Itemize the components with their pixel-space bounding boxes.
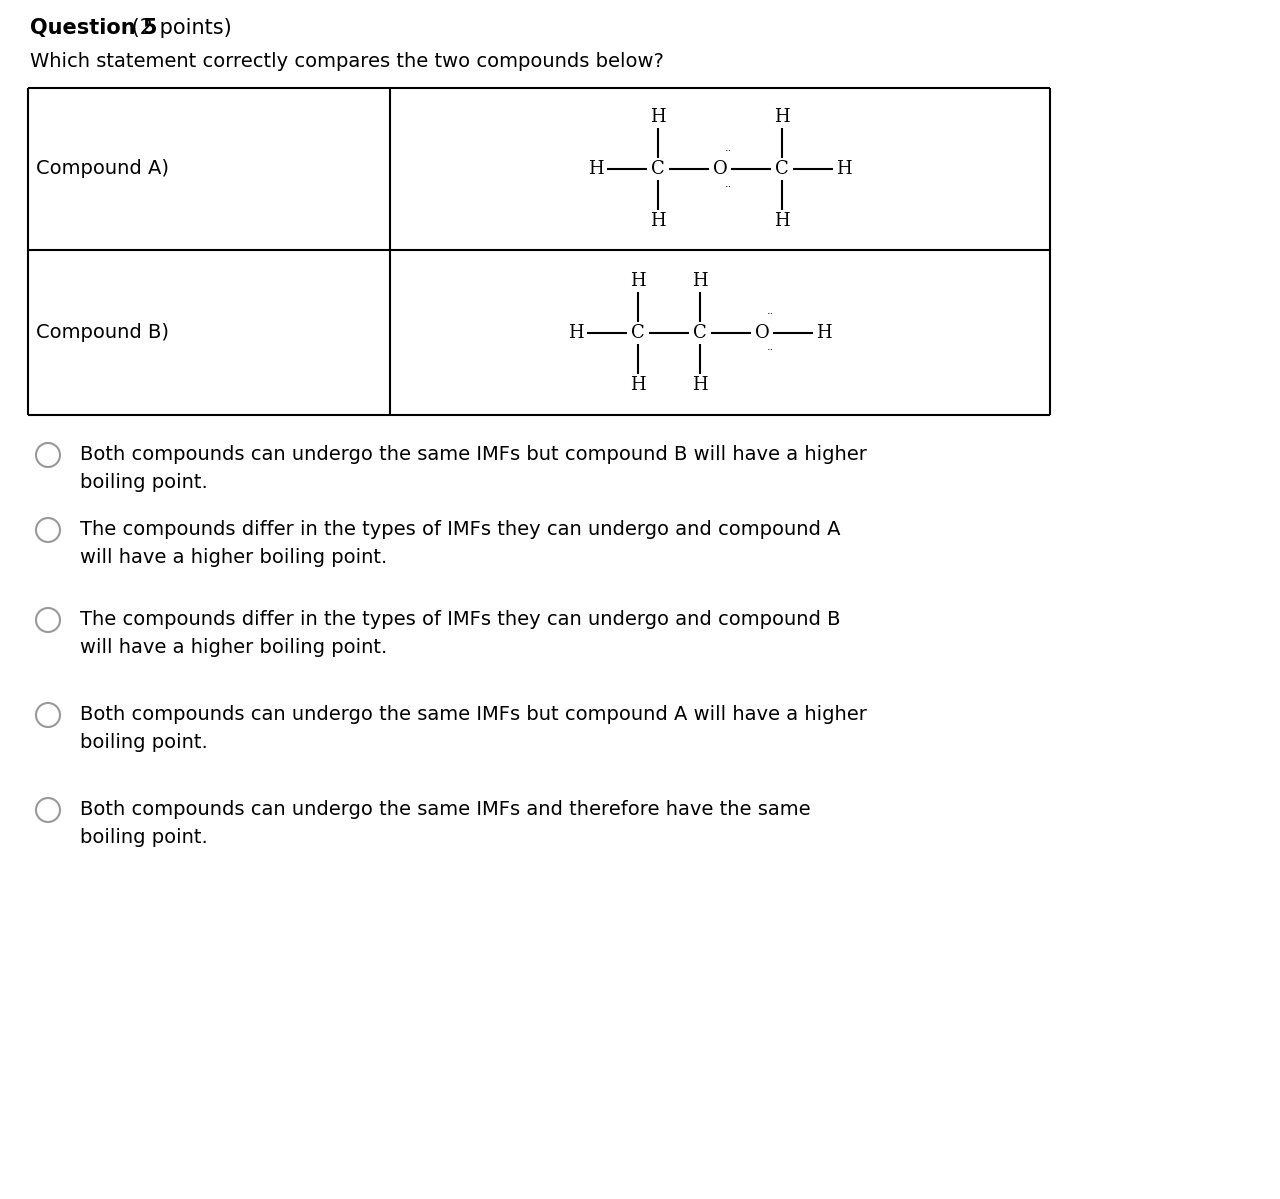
Text: H: H <box>692 271 708 289</box>
Text: Compound B): Compound B) <box>36 323 169 342</box>
Text: Both compounds can undergo the same IMFs but compound A will have a higher
boili: Both compounds can undergo the same IMFs… <box>79 705 867 752</box>
Text: Question 5: Question 5 <box>29 18 157 38</box>
Text: O: O <box>755 324 769 342</box>
Text: O: O <box>713 159 727 177</box>
Text: H: H <box>568 324 584 342</box>
Text: H: H <box>630 375 646 393</box>
Text: C: C <box>631 324 645 342</box>
Text: (2 points): (2 points) <box>125 18 232 38</box>
Text: Both compounds can undergo the same IMFs but compound B will have a higher
boili: Both compounds can undergo the same IMFs… <box>79 445 867 492</box>
Text: H: H <box>817 324 832 342</box>
Text: Which statement correctly compares the two compounds below?: Which statement correctly compares the t… <box>29 52 664 71</box>
Text: ··: ·· <box>767 345 773 355</box>
Text: ··: ·· <box>724 146 732 156</box>
Text: Both compounds can undergo the same IMFs and therefore have the same
boiling poi: Both compounds can undergo the same IMFs… <box>79 800 810 846</box>
Text: H: H <box>692 375 708 393</box>
Text: H: H <box>589 159 604 177</box>
Text: The compounds differ in the types of IMFs they can undergo and compound B
will h: The compounds differ in the types of IMF… <box>79 610 841 657</box>
Text: The compounds differ in the types of IMFs they can undergo and compound A
will h: The compounds differ in the types of IMF… <box>79 520 841 567</box>
Text: ··: ·· <box>724 182 732 192</box>
Text: C: C <box>694 324 707 342</box>
Text: H: H <box>650 108 666 126</box>
Text: C: C <box>776 159 788 177</box>
Text: H: H <box>836 159 851 177</box>
Text: Compound A): Compound A) <box>36 159 169 179</box>
Text: H: H <box>650 212 666 230</box>
Text: H: H <box>774 212 790 230</box>
Text: H: H <box>630 271 646 289</box>
Text: C: C <box>652 159 664 177</box>
Text: H: H <box>774 108 790 126</box>
Text: ··: ·· <box>767 309 773 319</box>
